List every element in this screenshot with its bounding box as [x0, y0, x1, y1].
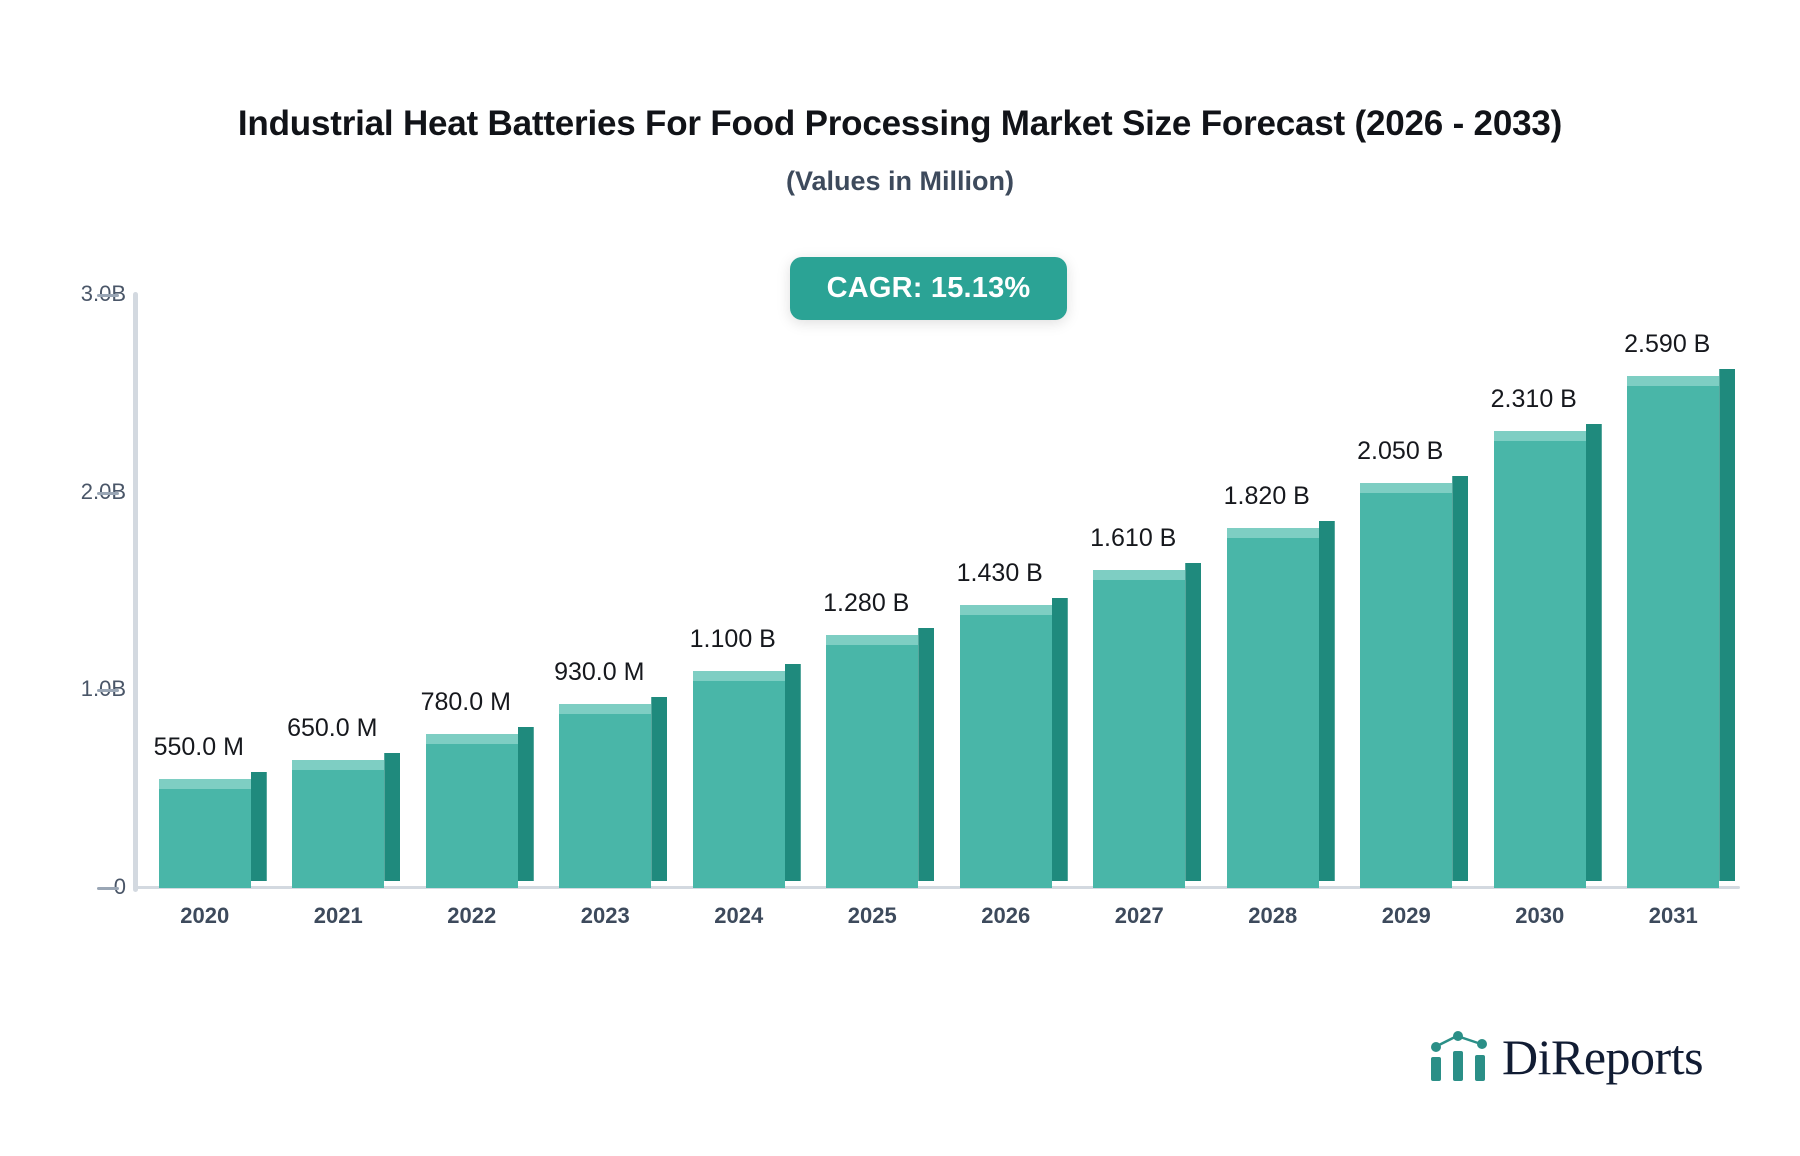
bar-front-face	[826, 634, 919, 888]
cagr-badge: CAGR: 15.13%	[790, 257, 1067, 320]
y-axis-tick-mark	[97, 887, 119, 890]
x-axis-tick-label: 2030	[1515, 903, 1565, 928]
y-axis-tick-label: 1.0B	[0, 676, 126, 702]
bar-value-label: 930.0 M	[554, 658, 645, 687]
bar-value-label: 2.310 B	[1490, 385, 1577, 414]
x-axis-tick-label: 2031	[1648, 903, 1698, 928]
y-axis-tick-label: 3.0B	[0, 281, 126, 307]
bar-top-face	[559, 704, 652, 715]
bar-front-face	[959, 605, 1052, 888]
bar-value-label: 1.100 B	[689, 624, 776, 653]
bar-value-label: 2.050 B	[1357, 436, 1444, 465]
bar-value-label: 780.0 M	[420, 687, 511, 716]
bar-chart-icon	[1428, 1029, 1494, 1085]
bar-top-face	[158, 779, 251, 790]
x-axis-tick-label: 2028	[1248, 903, 1298, 928]
bar-top-face	[1226, 528, 1319, 539]
bar-value-label: 650.0 M	[287, 713, 378, 742]
bar[interactable]	[1360, 475, 1469, 888]
x-axis-tick-label: 2021	[313, 903, 363, 928]
bar[interactable]	[692, 663, 801, 888]
bar-front-face	[692, 670, 785, 888]
bar-side-face	[1318, 521, 1335, 881]
bar-front-face	[1493, 431, 1586, 888]
y-axis-tick-mark	[97, 491, 119, 495]
bar[interactable]	[425, 726, 534, 888]
bar-side-face	[784, 663, 801, 881]
bar-side-face	[1719, 369, 1736, 881]
bar[interactable]	[1493, 424, 1602, 888]
bar-top-face	[1493, 431, 1586, 442]
x-axis-tick-label: 2020	[180, 903, 230, 928]
bar-top-face	[292, 759, 385, 770]
x-axis-tick-label: 2024	[714, 903, 764, 928]
direports-logo: DiReports	[1428, 1028, 1704, 1086]
bar-top-face	[1360, 482, 1453, 493]
bar-value-label: 1.820 B	[1223, 482, 1310, 511]
x-axis-tick-label: 2027	[1114, 903, 1164, 928]
bar-side-face	[1452, 475, 1469, 881]
bar-side-face	[651, 697, 668, 881]
bar-side-face	[384, 752, 401, 881]
bar-side-face	[250, 772, 267, 881]
bar-side-face	[1185, 562, 1202, 881]
bar-side-face	[517, 726, 534, 881]
bar-top-face	[692, 670, 785, 681]
bar-front-face	[1093, 569, 1186, 888]
bar-value-label: 2.590 B	[1624, 330, 1711, 359]
bar-front-face	[292, 759, 385, 888]
chart-title: Industrial Heat Batteries For Food Proce…	[237, 104, 1563, 143]
bar-front-face	[559, 704, 652, 888]
bar[interactable]	[826, 627, 935, 888]
bar-front-face	[1360, 482, 1453, 888]
bar-front-face	[425, 733, 518, 888]
bar[interactable]	[1093, 562, 1202, 888]
bar-value-label: 1.610 B	[1090, 523, 1177, 552]
chart-subtitle: (Values in Million)	[785, 166, 1015, 196]
bar[interactable]	[292, 752, 401, 888]
bar-top-face	[1627, 376, 1720, 387]
y-axis-tick-label: 0	[113, 874, 126, 899]
bar[interactable]	[959, 598, 1068, 888]
bar-front-face	[158, 779, 251, 888]
bar-front-face	[1627, 376, 1720, 888]
y-axis-line	[133, 292, 138, 892]
x-axis-tick-label: 2025	[847, 903, 897, 928]
bar[interactable]	[559, 697, 668, 888]
bar-value-label: 1.430 B	[956, 559, 1043, 588]
bar-value-label: 550.0 M	[153, 733, 244, 762]
bar[interactable]	[1627, 369, 1736, 888]
y-axis-tick-mark	[97, 294, 119, 297]
cagr-badge-label: CAGR: 15.13%	[826, 272, 1031, 304]
x-axis-tick-label: 2029	[1381, 903, 1431, 928]
bar-top-face	[959, 605, 1052, 616]
bar[interactable]	[158, 772, 267, 888]
bar-top-face	[826, 634, 919, 645]
bar-side-face	[918, 627, 935, 881]
x-axis-tick-label: 2026	[981, 903, 1031, 928]
x-axis-tick-label: 2022	[447, 903, 497, 928]
y-axis-tick-label: 2.0B	[0, 479, 126, 505]
bar-side-face	[1585, 424, 1602, 881]
y-axis-tick-mark	[97, 689, 119, 693]
bar[interactable]	[1226, 521, 1335, 888]
bar-value-label: 1.280 B	[823, 588, 910, 617]
logo-text: DiReports	[1502, 1029, 1704, 1085]
bar-top-face	[425, 733, 518, 744]
x-axis-tick-label: 2023	[580, 903, 630, 928]
bar-top-face	[1093, 569, 1186, 580]
bar-front-face	[1226, 528, 1319, 888]
bar-side-face	[1051, 598, 1068, 881]
x-axis-line	[133, 886, 1740, 889]
